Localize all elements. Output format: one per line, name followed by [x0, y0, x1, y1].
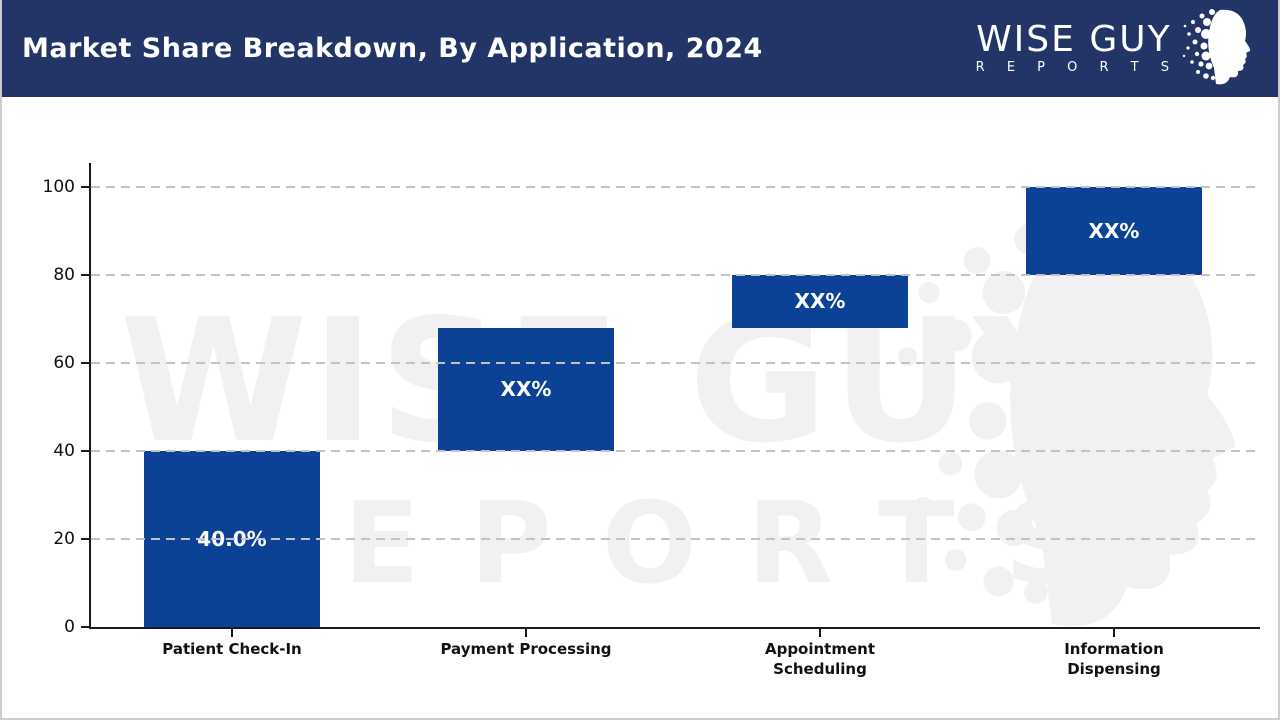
gridline-60 — [91, 362, 1260, 364]
logo-wordmark: WISE GUY — [976, 19, 1172, 60]
gridline-80 — [91, 274, 1260, 276]
x-tick-3 — [1113, 629, 1115, 637]
y-tick-label-40: 40 — [53, 441, 75, 461]
gridline-20 — [91, 538, 1260, 540]
category-label-3: Information Dispensing — [1064, 640, 1164, 678]
gridline-40 — [91, 450, 1260, 452]
y-axis-line — [89, 163, 91, 629]
bar-2: XX% — [732, 275, 908, 328]
bar-value-label: XX% — [794, 289, 846, 314]
head-profile-icon — [1182, 8, 1251, 84]
gridline-100 — [91, 186, 1260, 188]
logo-subtitle: R E P O R T S — [975, 60, 1178, 75]
wise-guy-logo: WISE GUY R E P O R T S — [970, 6, 1256, 92]
bar-value-label: XX% — [500, 377, 552, 402]
y-tick-label-80: 80 — [53, 265, 75, 285]
watermark-head-icon — [893, 223, 1235, 627]
category-label-1: Payment Processing — [440, 640, 612, 658]
x-tick-2 — [819, 629, 821, 637]
y-tick-80 — [81, 274, 90, 276]
y-tick-100 — [81, 186, 90, 188]
x-axis-line — [89, 627, 1260, 629]
y-tick-0 — [81, 626, 90, 628]
y-tick-20 — [81, 538, 90, 540]
bar-3: XX% — [1026, 187, 1202, 275]
y-tick-label-0: 0 — [64, 617, 75, 637]
y-tick-label-20: 20 — [53, 529, 75, 549]
chart-area: WISE GUY REPORTS 0 20 40 60 80 100 40.0% Patien… — [2, 97, 1280, 720]
y-tick-60 — [81, 362, 90, 364]
category-label-2: Appointment Scheduling — [764, 640, 876, 678]
y-tick-40 — [81, 450, 90, 452]
bar-1: XX% — [438, 327, 614, 451]
chart-title: Market Share Breakdown, By Application, … — [22, 33, 763, 64]
x-tick-1 — [525, 629, 527, 637]
category-label-0: Patient Check-In — [162, 640, 302, 658]
bar-value-label: XX% — [1088, 219, 1140, 243]
header-bar: Market Share Breakdown, By Application, … — [2, 0, 1278, 97]
y-tick-label-100: 100 — [42, 177, 75, 197]
x-tick-0 — [231, 629, 233, 637]
y-tick-label-60: 60 — [53, 353, 75, 373]
watermark-text-2: REPORTS — [207, 479, 1136, 609]
logo-text: WISE GUY R E P O R T S — [970, 19, 1178, 76]
